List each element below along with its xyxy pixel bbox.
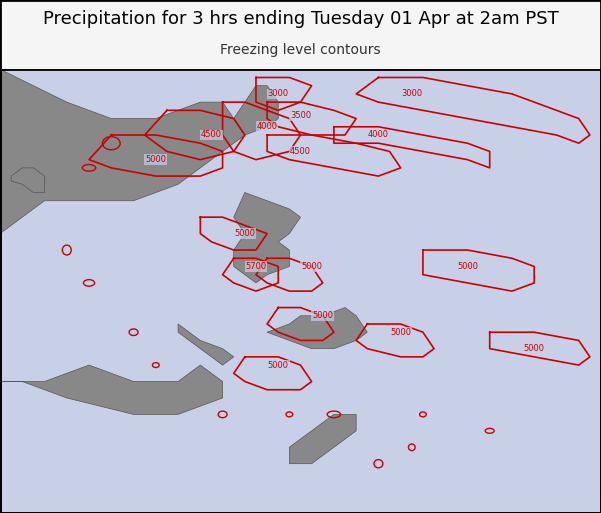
Text: 5000: 5000 [390,328,411,337]
Polygon shape [234,86,278,135]
Polygon shape [234,192,300,283]
Polygon shape [0,69,245,497]
Text: 5000: 5000 [145,155,166,164]
Polygon shape [289,415,356,464]
Text: 5000: 5000 [313,311,334,320]
Text: 3500: 3500 [290,111,311,120]
Text: 5000: 5000 [457,262,478,271]
Text: 4000: 4000 [368,130,389,140]
Text: 3000: 3000 [267,89,289,98]
Text: 5700: 5700 [245,262,267,271]
Text: 5000: 5000 [267,361,288,369]
Polygon shape [11,168,44,192]
Text: 4500: 4500 [290,147,311,156]
Polygon shape [267,308,367,349]
Text: 3000: 3000 [401,89,423,98]
Polygon shape [178,324,234,365]
Text: Precipitation for 3 hrs ending Tuesday 01 Apr at 2am PST: Precipitation for 3 hrs ending Tuesday 0… [43,10,558,28]
Polygon shape [0,365,222,415]
Text: 5000: 5000 [234,229,255,238]
Text: Freezing level contours: Freezing level contours [220,43,381,57]
Text: 5000: 5000 [301,262,322,271]
Text: 5000: 5000 [523,344,545,353]
Text: 4500: 4500 [201,130,222,140]
Text: 4000: 4000 [257,122,278,131]
